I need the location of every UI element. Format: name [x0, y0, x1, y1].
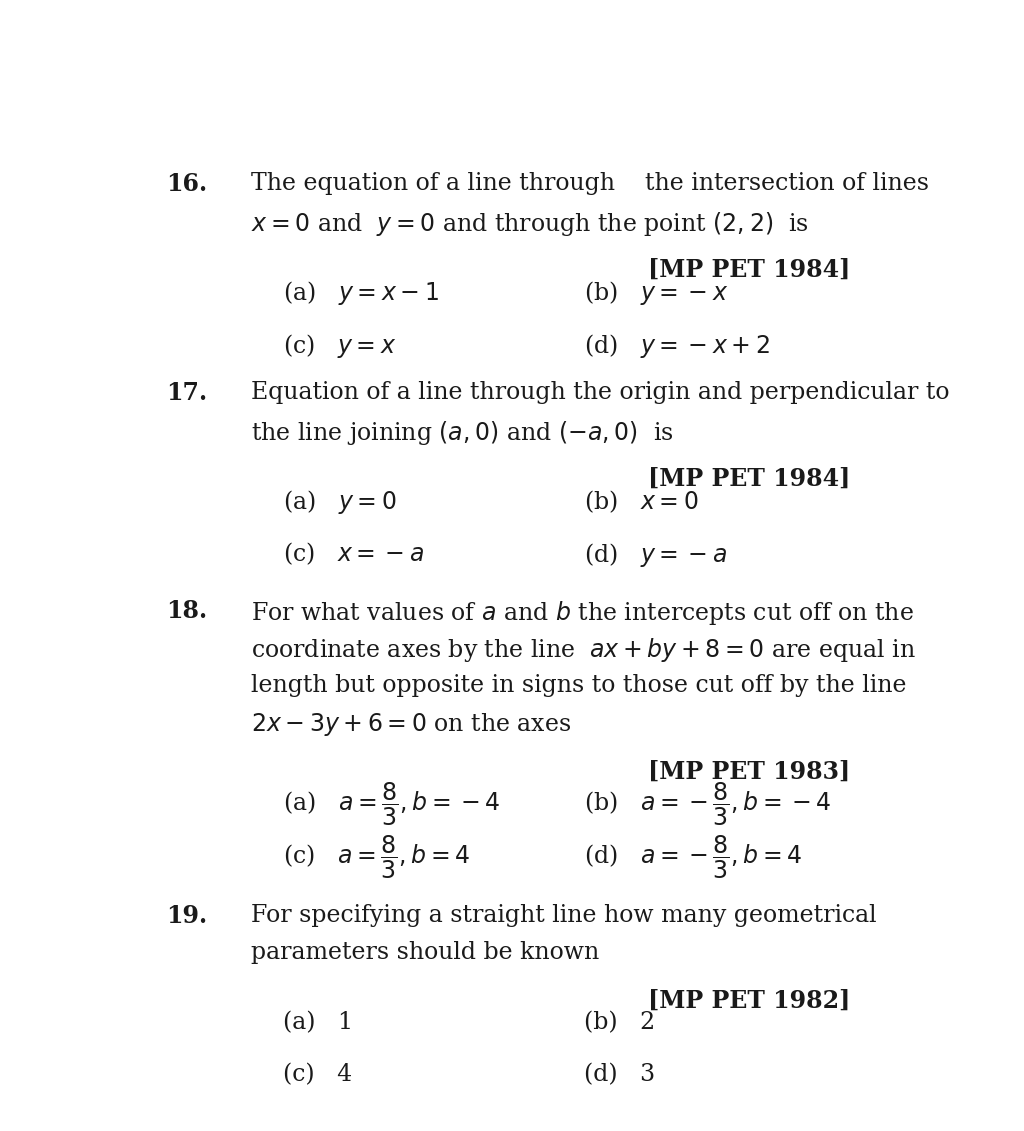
Text: (d)   $y = -a$: (d) $y = -a$ — [585, 541, 727, 569]
Text: (d)   3: (d) 3 — [585, 1063, 655, 1086]
Text: [MP PET 1983]: [MP PET 1983] — [648, 759, 850, 784]
Text: 19.: 19. — [166, 904, 207, 927]
Text: (b)   $y = -x$: (b) $y = -x$ — [585, 279, 728, 308]
Text: (a)   1: (a) 1 — [283, 1011, 353, 1034]
Text: Equation of a line through the origin and perpendicular to: Equation of a line through the origin an… — [251, 381, 949, 404]
Text: The equation of a line through    the intersection of lines: The equation of a line through the inter… — [251, 172, 929, 196]
Text: 18.: 18. — [166, 599, 207, 623]
Text: (a)   $y = x-1$: (a) $y = x-1$ — [283, 279, 438, 308]
Text: (a)   $y = 0$: (a) $y = 0$ — [283, 489, 396, 517]
Text: parameters should be known: parameters should be known — [251, 941, 599, 965]
Text: $2x - 3y + 6 = 0$ on the axes: $2x - 3y + 6 = 0$ on the axes — [251, 711, 571, 739]
Text: (d)   $a = -\dfrac{8}{3}, b = 4$: (d) $a = -\dfrac{8}{3}, b = 4$ — [585, 834, 803, 881]
Text: (c)   $x = -a$: (c) $x = -a$ — [283, 541, 424, 568]
Text: the line joining $(a, 0)$ and $(-a, 0)$  is: the line joining $(a, 0)$ and $(-a, 0)$ … — [251, 418, 674, 447]
Text: For specifying a straight line how many geometrical: For specifying a straight line how many … — [251, 904, 877, 926]
Text: (b)   $a = -\dfrac{8}{3}, b = -4$: (b) $a = -\dfrac{8}{3}, b = -4$ — [585, 782, 831, 828]
Text: (c)   $a = \dfrac{8}{3}, b = 4$: (c) $a = \dfrac{8}{3}, b = 4$ — [283, 834, 470, 881]
Text: $x = 0$ and  $y = 0$ and through the point $(2, 2)$  is: $x = 0$ and $y = 0$ and through the poin… — [251, 209, 809, 238]
Text: [MP PET 1984]: [MP PET 1984] — [648, 467, 850, 491]
Text: length but opposite in signs to those cut off by the line: length but opposite in signs to those cu… — [251, 674, 906, 697]
Text: [MP PET 1984]: [MP PET 1984] — [648, 258, 850, 282]
Text: (b)   2: (b) 2 — [585, 1011, 655, 1034]
Text: (b)   $x = 0$: (b) $x = 0$ — [585, 489, 698, 515]
Text: For what values of $a$ and $b$ the intercepts cut off on the: For what values of $a$ and $b$ the inter… — [251, 599, 914, 627]
Text: (c)   $y = x$: (c) $y = x$ — [283, 331, 396, 360]
Text: [MP PET 1982]: [MP PET 1982] — [648, 990, 850, 1013]
Text: 17.: 17. — [166, 381, 207, 405]
Text: 16.: 16. — [166, 172, 207, 197]
Text: (a)   $a = \dfrac{8}{3}, b = -4$: (a) $a = \dfrac{8}{3}, b = -4$ — [283, 782, 500, 828]
Text: coordinate axes by the line  $ax + by + 8 = 0$ are equal in: coordinate axes by the line $ax + by + 8… — [251, 637, 916, 665]
Text: (d)   $y = -x+2$: (d) $y = -x+2$ — [585, 331, 770, 360]
Text: (c)   4: (c) 4 — [283, 1063, 352, 1086]
